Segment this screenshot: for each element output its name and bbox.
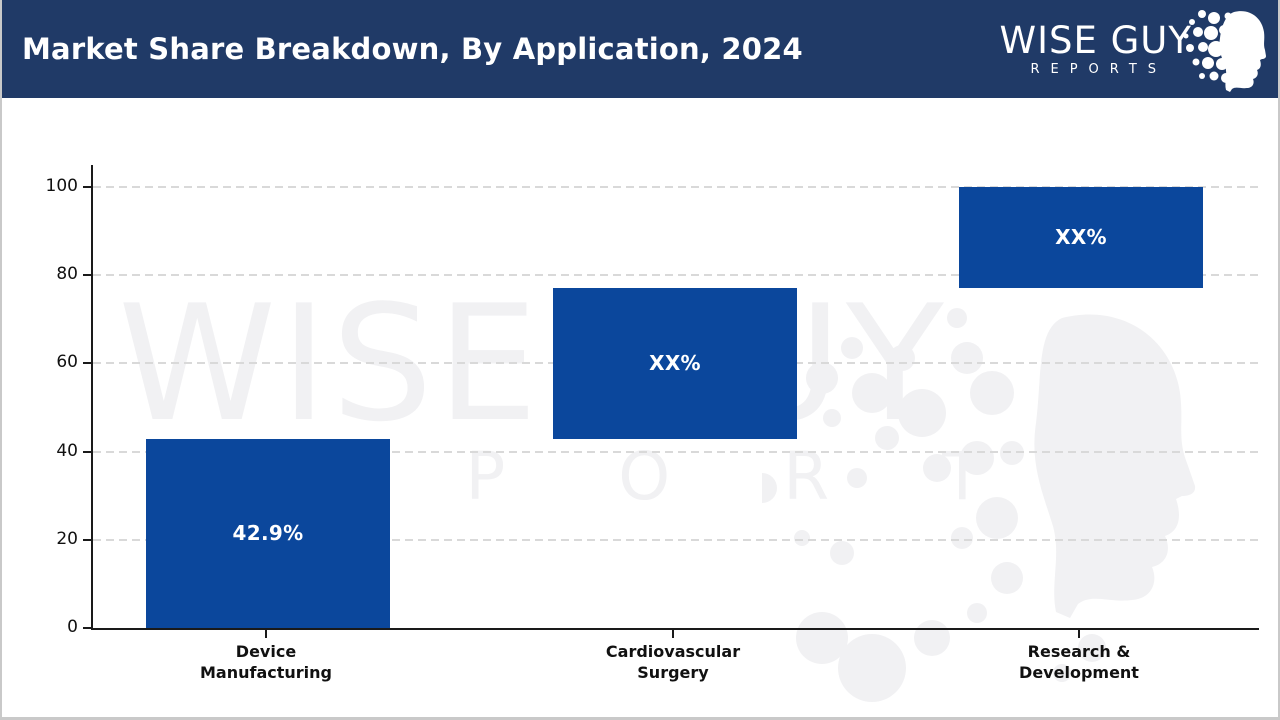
x-axis-category-label: Research & Development — [919, 641, 1239, 683]
bar-segment-3: XX% — [959, 187, 1203, 288]
y-axis-tick — [83, 362, 91, 365]
bar-segment-2: XX% — [553, 287, 797, 439]
x-axis-category-label-line: Research & — [1027, 642, 1131, 661]
gridline-y100 — [93, 186, 1259, 188]
y-axis-tick-label: 60 — [56, 352, 78, 373]
y-axis-tick — [83, 627, 91, 629]
y-axis-tick-label: 20 — [56, 528, 78, 549]
chart-canvas: WISE GUY R E P O R T S 42.9% XX% XX% 0 20 40… — [2, 98, 1278, 715]
watermark-dotted-head — [762, 308, 1196, 702]
x-axis-category-label-line: Cardiovascular — [605, 642, 741, 661]
y-axis-tick-label: 40 — [56, 440, 78, 461]
x-axis-category-label: Cardiovascular Surgery — [513, 641, 833, 683]
bar-value-label: XX% — [649, 351, 701, 376]
bar-value-label: 42.9% — [232, 521, 304, 546]
x-axis-tick — [265, 630, 267, 638]
x-axis-category-label-line: Manufacturing — [200, 663, 332, 682]
plot-area: 42.9% XX% XX% — [91, 165, 1259, 630]
x-axis-tick — [1078, 630, 1080, 638]
page-title: Market Share Breakdown, By Application, … — [22, 32, 803, 66]
x-axis-category-label: Device Manufacturing — [106, 641, 426, 683]
y-axis-tick-label: 100 — [45, 176, 78, 196]
gridline-y80 — [93, 274, 1259, 277]
x-axis-tick — [672, 630, 674, 638]
y-axis-tick — [83, 450, 91, 453]
brand-logo: WISE GUY REPORTS — [1000, 6, 1266, 92]
brand-name: WISE GUY — [999, 18, 1192, 62]
y-axis-tick-label: 0 — [67, 617, 78, 637]
header-bar: Market Share Breakdown, By Application, … — [2, 0, 1278, 98]
bar-value-label: XX% — [1055, 225, 1107, 250]
y-axis-tick — [83, 186, 91, 188]
x-axis-category-label-line: Surgery — [637, 663, 709, 682]
dotted-head-icon — [1183, 10, 1266, 92]
brand-wordmark: WISE GUY REPORTS — [1000, 22, 1192, 77]
gridline-y20 — [93, 538, 1259, 541]
y-axis-tick-label: 80 — [56, 264, 78, 285]
y-axis-tick — [83, 274, 91, 277]
y-axis-tick — [83, 538, 91, 541]
bar-segment-1: 42.9% — [146, 438, 390, 628]
x-axis-category-label-line: Device — [235, 642, 297, 661]
gridline-y40 — [93, 450, 1259, 453]
x-axis-category-label-line: Development — [1019, 663, 1139, 682]
brand-subtitle: REPORTS — [1030, 61, 1168, 77]
